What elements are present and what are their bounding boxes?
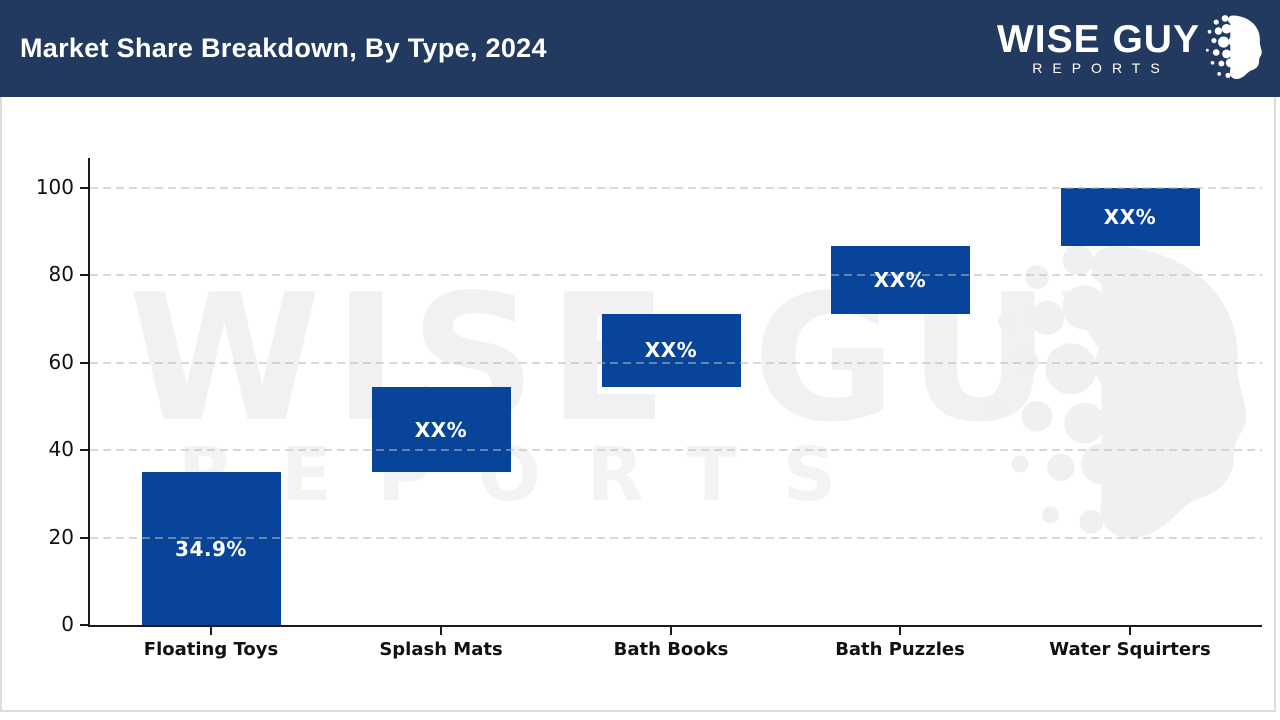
x-tick-label: Bath Puzzles — [835, 639, 965, 660]
y-tick-label: 100 — [35, 174, 74, 199]
watermark-reports-text: REPORTS — [178, 432, 883, 518]
header: Market Share Breakdown, By Type, 2024 WI… — [0, 0, 1280, 97]
y-tick-mark — [80, 536, 88, 539]
gridline — [90, 536, 1262, 539]
watermark-head-icon — [989, 244, 1247, 539]
page-title: Market Share Breakdown, By Type, 2024 — [20, 33, 547, 63]
x-tick-mark — [1129, 627, 1131, 635]
wise-guy-head-icon — [1205, 15, 1262, 79]
y-tick-mark — [80, 449, 88, 451]
bar — [830, 246, 970, 314]
bar-label: XX% — [414, 417, 468, 442]
gridline — [90, 361, 1262, 364]
y-tick-label: 80 — [48, 262, 74, 286]
y-tick-mark — [80, 624, 88, 626]
y-tick-mark — [80, 361, 88, 364]
gridline — [90, 274, 1262, 276]
x-tick-label: Splash Mats — [379, 639, 503, 660]
y-tick-label: 40 — [48, 437, 74, 461]
bar — [141, 472, 281, 625]
x-tick-mark — [210, 627, 212, 635]
bar — [371, 387, 511, 473]
x-tick-label: Floating Toys — [143, 639, 279, 660]
x-tick-label: Bath Books — [613, 639, 729, 660]
x-tick-mark — [899, 627, 901, 635]
gridline — [90, 449, 1262, 451]
x-axis-line — [88, 625, 1262, 627]
x-tick-label: Water Squirters — [1049, 639, 1211, 660]
y-tick-mark — [80, 274, 88, 276]
bar-label: XX% — [873, 267, 927, 292]
y-tick-label: 0 — [61, 612, 74, 636]
gridline — [90, 186, 1262, 189]
y-tick-label: 60 — [48, 349, 74, 374]
bar — [1060, 187, 1200, 247]
bar-label: 34.9% — [175, 536, 247, 561]
logo-wordmark: WISE GUY — [996, 18, 1200, 62]
y-tick-label: 20 — [48, 524, 74, 549]
bar-label: XX% — [644, 338, 698, 363]
x-tick-mark — [440, 627, 442, 635]
logo-text: WISE GUY REPORTS — [996, 18, 1200, 76]
bar — [601, 313, 741, 388]
logo-subtitle: REPORTS — [1032, 59, 1170, 76]
y-tick-mark — [80, 186, 88, 189]
bar-label: XX% — [1103, 204, 1157, 229]
y-axis-line — [88, 158, 90, 627]
x-tick-mark — [670, 627, 672, 635]
wise-guy-logo: WISE GUY REPORTS — [997, 8, 1268, 88]
